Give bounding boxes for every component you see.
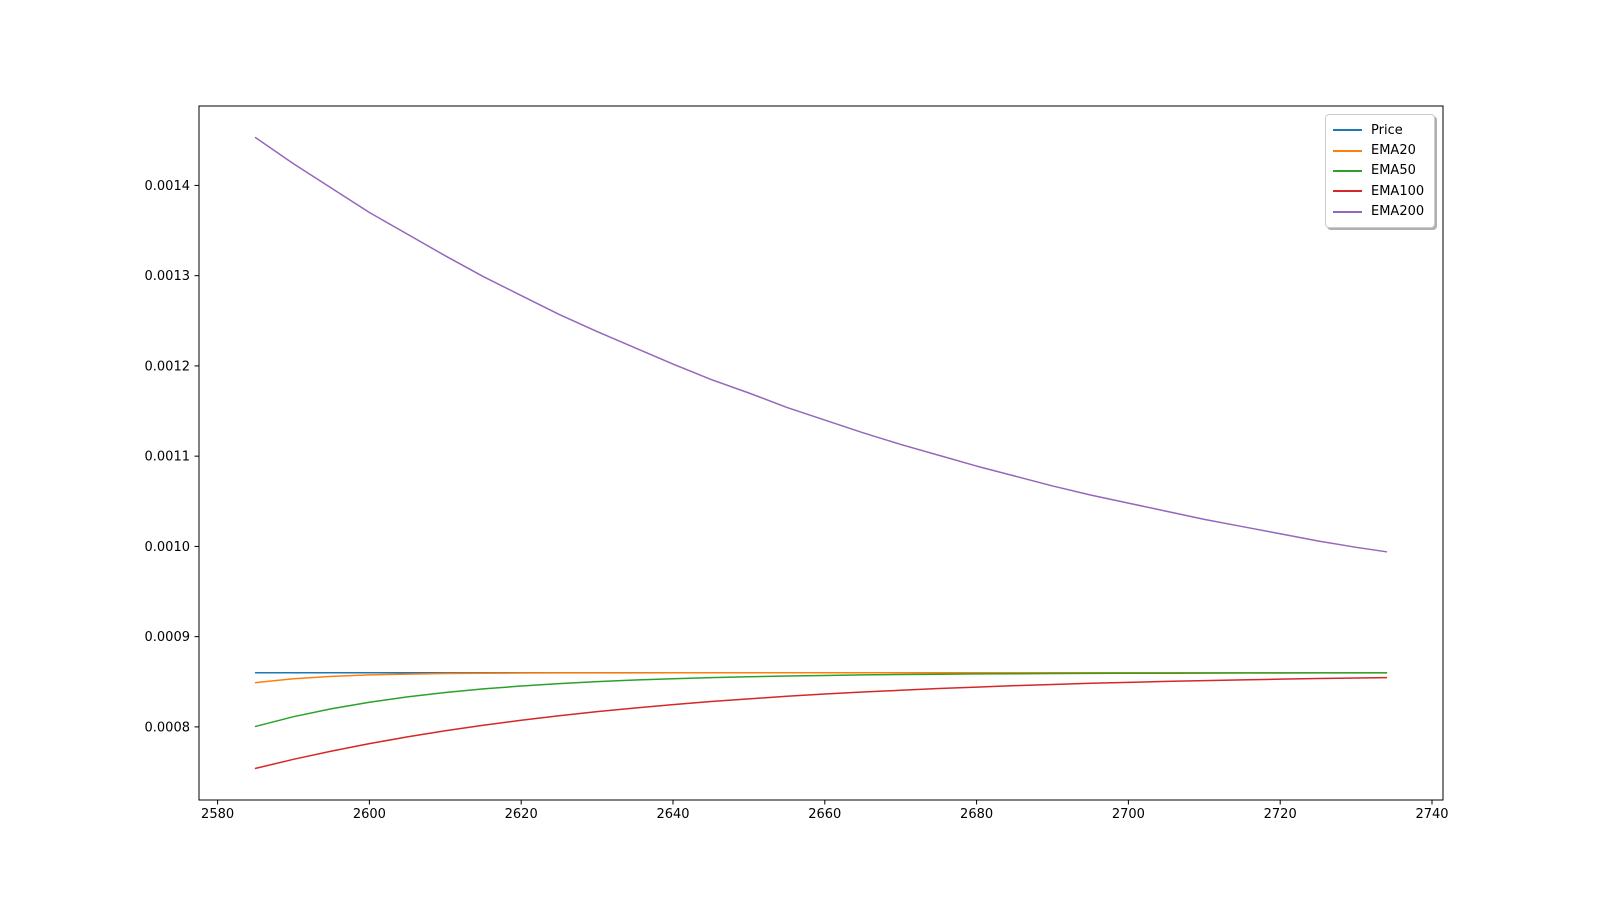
- legend-line-sample: [1333, 169, 1362, 172]
- legend-item-label: EMA50: [1371, 163, 1416, 179]
- x-tick-label: 2700: [1112, 807, 1145, 822]
- y-tick-label: 0.0012: [145, 359, 191, 374]
- y-tick-label: 0.0009: [145, 630, 191, 645]
- x-tick-label: 2660: [808, 807, 841, 822]
- legend: Price EMA20 EMA50 EMA100 EMA200: [1325, 114, 1435, 228]
- legend-item-label: EMA20: [1371, 143, 1416, 159]
- legend-item-label: EMA200: [1371, 204, 1425, 220]
- legend-line-sample: [1333, 190, 1362, 193]
- x-tick-label: 2680: [960, 807, 993, 822]
- y-tick-label: 0.0013: [145, 269, 191, 284]
- x-tick-label: 2640: [656, 807, 689, 822]
- y-axis-tick-labels: 0.0008 0.0009 0.0010 0.0011 0.0012 0.0013 0.00…: [145, 179, 191, 735]
- series-line-ema50: [254, 672, 1388, 728]
- x-tick-label: 2580: [201, 807, 234, 822]
- legend-line-sample: [1333, 210, 1362, 213]
- legend-item-label: EMA100: [1371, 183, 1425, 199]
- series-line-ema200: [254, 136, 1388, 553]
- legend-line-sample: [1333, 129, 1362, 132]
- x-tick-label: 2720: [1264, 807, 1297, 822]
- legend-item-ema50: EMA50: [1333, 161, 1427, 181]
- y-tick-label: 0.0008: [145, 720, 191, 735]
- y-tick-label: 0.0010: [145, 540, 191, 555]
- plot-border: [198, 105, 1444, 801]
- x-tick-label: 2620: [505, 807, 538, 822]
- x-axis-ticks: [217, 800, 1433, 805]
- y-axis-ticks: [194, 184, 199, 728]
- series-line-ema100: [254, 676, 1388, 770]
- legend-line-sample: [1333, 149, 1362, 152]
- legend-item-price: Price: [1333, 120, 1427, 140]
- x-tick-label: 2600: [353, 807, 386, 822]
- x-tick-label: 2740: [1415, 807, 1448, 822]
- y-tick-label: 0.0011: [145, 450, 191, 465]
- legend-item-ema20: EMA20: [1333, 140, 1427, 160]
- legend-item-ema100: EMA100: [1333, 181, 1427, 201]
- legend-item-ema200: EMA200: [1333, 202, 1427, 222]
- legend-item-label: Price: [1371, 122, 1403, 138]
- x-axis-tick-labels: 2580 2600 2620 2640 2660 2680 2700 2720 2740: [201, 807, 1448, 822]
- y-tick-label: 0.0014: [145, 179, 191, 194]
- series-lines: [254, 136, 1388, 770]
- series-line-ema20: [254, 672, 1388, 684]
